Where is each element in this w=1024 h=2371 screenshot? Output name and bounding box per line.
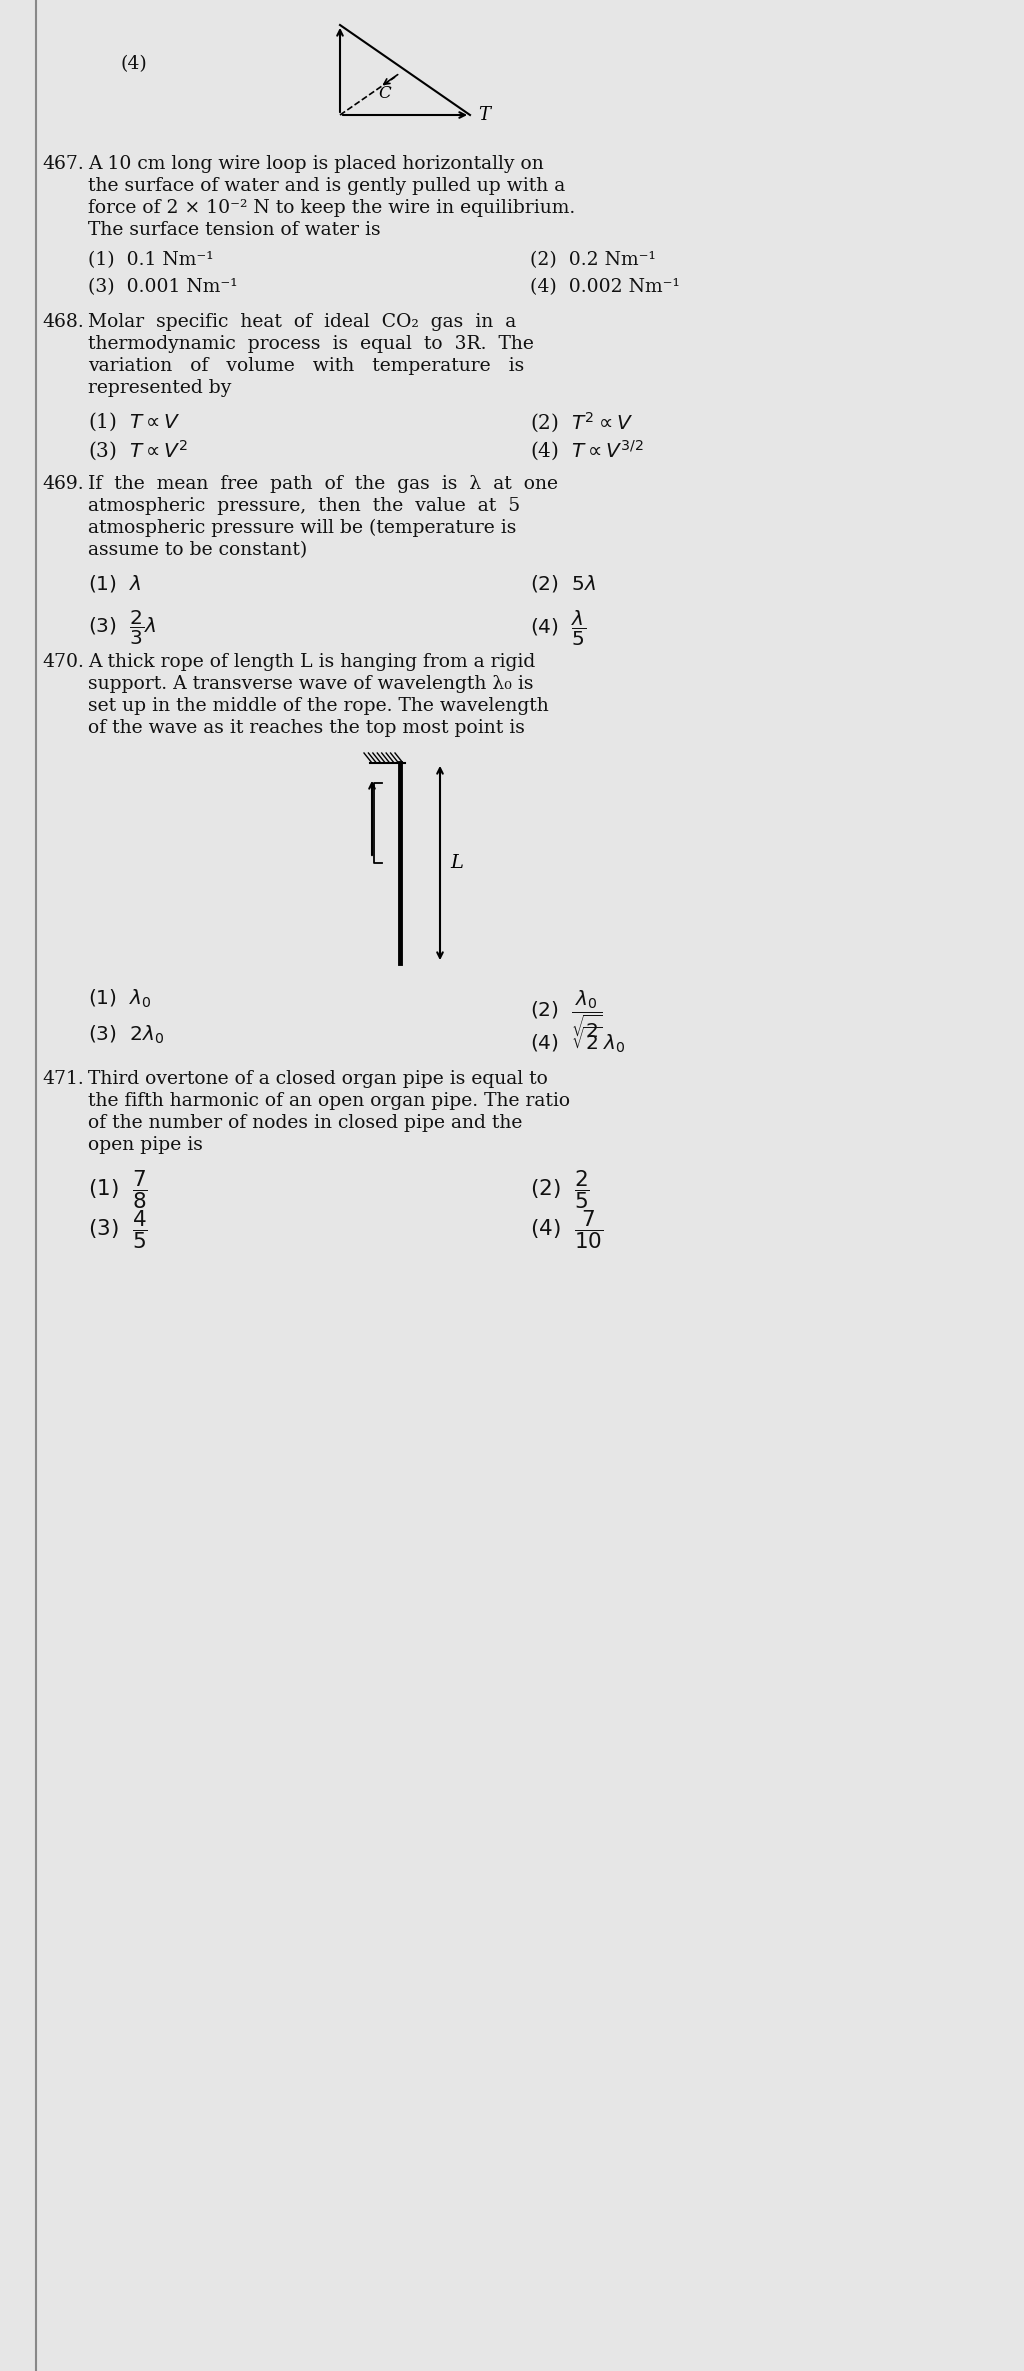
Text: thermodynamic  process  is  equal  to  3R.  The: thermodynamic process is equal to 3R. Th… — [88, 334, 534, 353]
Text: of the wave as it reaches the top most point is: of the wave as it reaches the top most p… — [88, 718, 525, 737]
Text: variation   of   volume   with   temperature   is: variation of volume with temperature is — [88, 358, 524, 375]
Text: (2)  0.2 Nm⁻¹: (2) 0.2 Nm⁻¹ — [530, 251, 656, 268]
Text: 470.: 470. — [42, 652, 84, 671]
Text: (3)  $T \propto V^2$: (3) $T \propto V^2$ — [88, 439, 188, 462]
Text: represented by: represented by — [88, 379, 231, 396]
Text: C: C — [378, 85, 391, 102]
Text: support. A transverse wave of wavelength λ₀ is: support. A transverse wave of wavelength… — [88, 676, 534, 692]
Text: atmospheric pressure will be (temperature is: atmospheric pressure will be (temperatur… — [88, 519, 516, 538]
Text: (3)  0.001 Nm⁻¹: (3) 0.001 Nm⁻¹ — [88, 277, 238, 296]
Text: (4)  $\sqrt{2}\,\lambda_0$: (4) $\sqrt{2}\,\lambda_0$ — [530, 1024, 626, 1055]
Text: the surface of water and is gently pulled up with a: the surface of water and is gently pulle… — [88, 178, 565, 194]
Text: A 10 cm long wire loop is placed horizontally on: A 10 cm long wire loop is placed horizon… — [88, 154, 544, 173]
Text: assume to be constant): assume to be constant) — [88, 541, 307, 560]
Text: of the number of nodes in closed pipe and the: of the number of nodes in closed pipe an… — [88, 1114, 522, 1131]
Text: (2)  $\dfrac{2}{5}$: (2) $\dfrac{2}{5}$ — [530, 1169, 590, 1212]
Text: (1)  0.1 Nm⁻¹: (1) 0.1 Nm⁻¹ — [88, 251, 214, 268]
Text: (4): (4) — [120, 55, 146, 74]
Text: 469.: 469. — [42, 474, 84, 493]
Text: T: T — [478, 107, 490, 123]
Text: (4)  $\dfrac{7}{10}$: (4) $\dfrac{7}{10}$ — [530, 1207, 603, 1252]
Text: Third overtone of a closed organ pipe is equal to: Third overtone of a closed organ pipe is… — [88, 1069, 548, 1088]
Text: (1)  $\lambda_0$: (1) $\lambda_0$ — [88, 989, 152, 1010]
Text: set up in the middle of the rope. The wavelength: set up in the middle of the rope. The wa… — [88, 697, 549, 716]
Text: (3)  $\dfrac{4}{5}$: (3) $\dfrac{4}{5}$ — [88, 1207, 147, 1252]
Text: (2)  $T^2 \propto V$: (2) $T^2 \propto V$ — [530, 410, 634, 436]
Text: A thick rope of length L is hanging from a rigid: A thick rope of length L is hanging from… — [88, 652, 536, 671]
Text: open pipe is: open pipe is — [88, 1136, 203, 1155]
Text: (3)  $2\lambda_0$: (3) $2\lambda_0$ — [88, 1024, 164, 1046]
Text: L: L — [450, 854, 463, 873]
Text: Molar  specific  heat  of  ideal  CO₂  gas  in  a: Molar specific heat of ideal CO₂ gas in … — [88, 313, 516, 332]
Text: (4)  $\dfrac{\lambda}{5}$: (4) $\dfrac{\lambda}{5}$ — [530, 609, 586, 647]
Text: (1)  $T \propto V$: (1) $T \propto V$ — [88, 410, 181, 434]
Text: atmospheric  pressure,  then  the  value  at  5: atmospheric pressure, then the value at … — [88, 498, 520, 515]
Text: (3)  $\dfrac{2}{3}\lambda$: (3) $\dfrac{2}{3}\lambda$ — [88, 609, 157, 647]
Text: 467.: 467. — [42, 154, 84, 173]
Text: 468.: 468. — [42, 313, 84, 332]
Text: (4)  0.002 Nm⁻¹: (4) 0.002 Nm⁻¹ — [530, 277, 680, 296]
Text: the fifth harmonic of an open organ pipe. The ratio: the fifth harmonic of an open organ pipe… — [88, 1093, 570, 1110]
Text: (1)  $\dfrac{7}{8}$: (1) $\dfrac{7}{8}$ — [88, 1169, 147, 1212]
Text: The surface tension of water is: The surface tension of water is — [88, 221, 381, 239]
Text: (2)  $\dfrac{\lambda_0}{\sqrt{2}}$: (2) $\dfrac{\lambda_0}{\sqrt{2}}$ — [530, 989, 602, 1041]
Text: If  the  mean  free  path  of  the  gas  is  λ  at  one: If the mean free path of the gas is λ at… — [88, 474, 558, 493]
Text: force of 2 × 10⁻² N to keep the wire in equilibrium.: force of 2 × 10⁻² N to keep the wire in … — [88, 199, 575, 218]
Text: 471.: 471. — [42, 1069, 84, 1088]
Text: (2)  $5\lambda$: (2) $5\lambda$ — [530, 574, 596, 595]
Text: (1)  $\lambda$: (1) $\lambda$ — [88, 574, 141, 595]
Text: (4)  $T \propto V^{3/2}$: (4) $T \propto V^{3/2}$ — [530, 439, 643, 462]
